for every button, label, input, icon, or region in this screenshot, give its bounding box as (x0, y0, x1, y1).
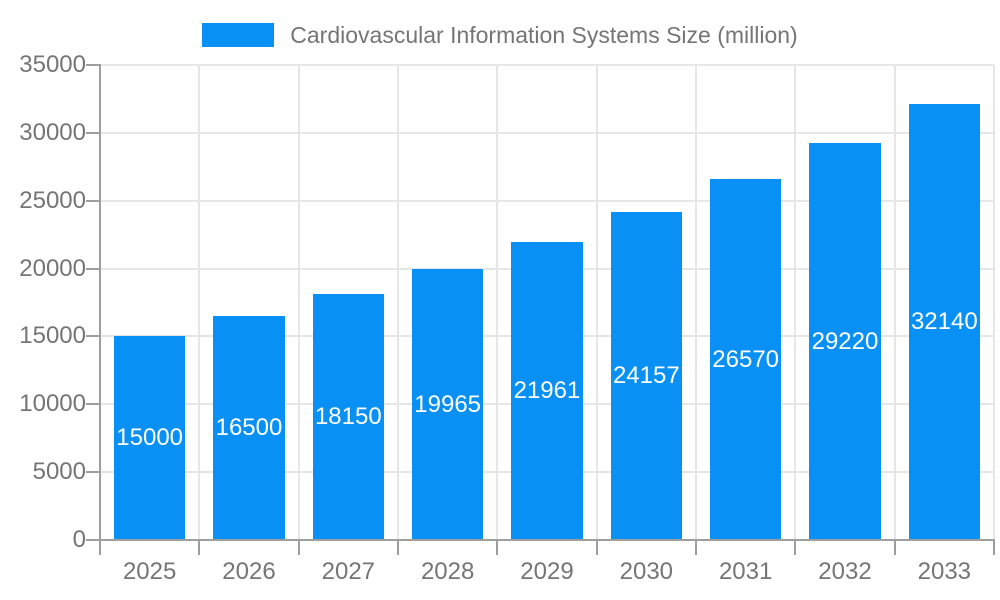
x-tick-label: 2032 (818, 558, 872, 585)
y-axis-labels: 0 5000 10000 15000 20000 25000 30000 35000 (0, 51, 86, 553)
bar-2031[interactable]: 26570 (709, 179, 782, 540)
v-gridline (794, 65, 797, 540)
v-gridline (297, 65, 300, 540)
y-tick-label: 5000 (32, 458, 86, 486)
legend-label: Cardiovascular Information Systems Size … (290, 21, 798, 48)
bar-value-label: 26570 (712, 345, 780, 373)
y-axis-line (99, 64, 101, 541)
legend-swatch[interactable] (202, 23, 275, 47)
bar-value-label: 32140 (910, 307, 978, 335)
x-tick-label: 2027 (321, 558, 376, 585)
y-tick (86, 471, 100, 474)
x-tick (794, 541, 797, 555)
x-tick (396, 541, 399, 555)
y-tick (86, 403, 100, 406)
x-tick-label: 2026 (222, 558, 276, 585)
x-tick-label: 2025 (122, 558, 177, 585)
x-tick (297, 541, 300, 555)
y-tick (86, 131, 100, 134)
bar-value-label: 24157 (612, 362, 680, 390)
bar-2029[interactable]: 21961 (511, 241, 583, 540)
bar-2030[interactable]: 24157 (610, 212, 683, 540)
bar-value-label: 15000 (116, 424, 184, 452)
x-tick-label: 2028 (420, 558, 475, 585)
y-tick (86, 267, 100, 270)
x-tick-label: 2033 (917, 558, 972, 585)
bar-value-label: 19965 (414, 390, 482, 418)
y-axis-ticks (86, 64, 100, 541)
y-tick-label: 25000 (19, 186, 86, 214)
x-tick (99, 541, 101, 555)
y-tick-label: 20000 (19, 254, 86, 282)
bar-value-label: 29220 (811, 327, 879, 355)
y-tick-label: 0 (72, 526, 86, 553)
plot-area: 15000 16500 18150 19965 21961 24157 26570 29220… (100, 64, 995, 540)
x-tick-label: 2030 (619, 558, 674, 585)
bar-value-label: 21961 (513, 376, 581, 404)
x-tick (893, 541, 896, 555)
v-gridline (396, 65, 399, 540)
v-gridline (595, 65, 598, 540)
h-gridline (100, 199, 994, 202)
y-tick-label: 30000 (19, 118, 86, 146)
y-tick (86, 199, 100, 202)
x-tick-label: 2031 (718, 558, 773, 585)
bar-2027[interactable]: 18150 (312, 293, 385, 540)
bar-2028[interactable]: 19965 (411, 269, 484, 540)
bar-2033[interactable]: 32140 (908, 103, 981, 540)
v-gridline (893, 65, 896, 540)
x-tick (198, 541, 201, 555)
h-gridline (100, 131, 994, 134)
y-tick (86, 64, 100, 66)
bar-2026[interactable]: 16500 (213, 316, 285, 540)
bar-2025[interactable]: 15000 (113, 336, 186, 540)
bar-2032[interactable]: 29220 (809, 143, 881, 540)
y-tick-label: 10000 (19, 390, 86, 418)
legend[interactable]: Cardiovascular Information Systems Size … (0, 21, 1000, 49)
x-tick (694, 541, 697, 555)
x-axis-labels: 2025 2026 2027 2028 2029 2030 2031 2032 2033 (100, 558, 994, 588)
x-axis-ticks (99, 541, 995, 555)
v-gridline (694, 65, 697, 540)
v-gridline (198, 65, 201, 540)
bar-value-label: 18150 (314, 402, 382, 430)
y-tick (86, 539, 100, 541)
y-tick-label: 15000 (19, 322, 86, 350)
h-gridline (100, 64, 994, 66)
x-tick (595, 541, 598, 555)
v-gridline (993, 65, 995, 540)
y-tick-label: 35000 (19, 51, 86, 78)
bar-value-label: 16500 (215, 414, 283, 442)
x-tick (496, 541, 499, 555)
v-gridline (496, 65, 499, 540)
y-tick (86, 335, 100, 338)
x-tick (993, 541, 995, 555)
x-axis-line (99, 539, 995, 541)
x-tick-label: 2029 (520, 558, 574, 585)
